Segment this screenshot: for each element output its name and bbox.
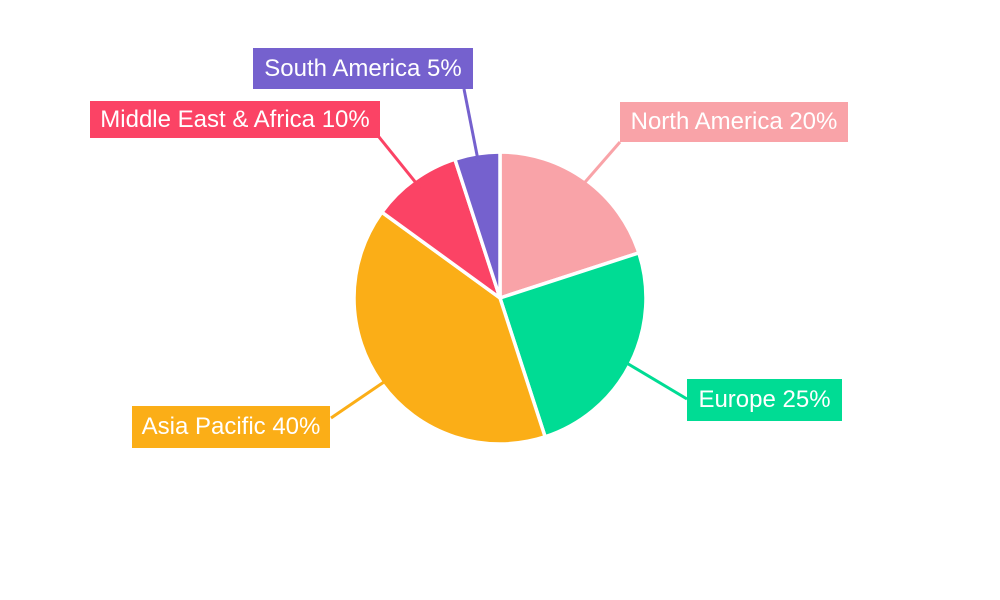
leader-line-north-america (578, 141, 622, 189)
leader-line-europe (620, 358, 688, 401)
leader-line-south-america (462, 88, 481, 164)
leader-line-asia-pacific (330, 376, 391, 420)
leader-line-middle-east-africa (377, 136, 422, 189)
